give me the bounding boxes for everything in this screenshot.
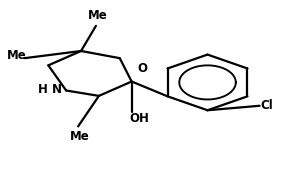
Text: O: O [137,62,147,75]
Text: Me: Me [88,9,107,22]
Text: H N: H N [38,83,62,96]
Text: Me: Me [70,130,89,143]
Text: Me: Me [7,49,27,62]
Text: Cl: Cl [261,99,273,112]
Text: OH: OH [129,112,149,125]
